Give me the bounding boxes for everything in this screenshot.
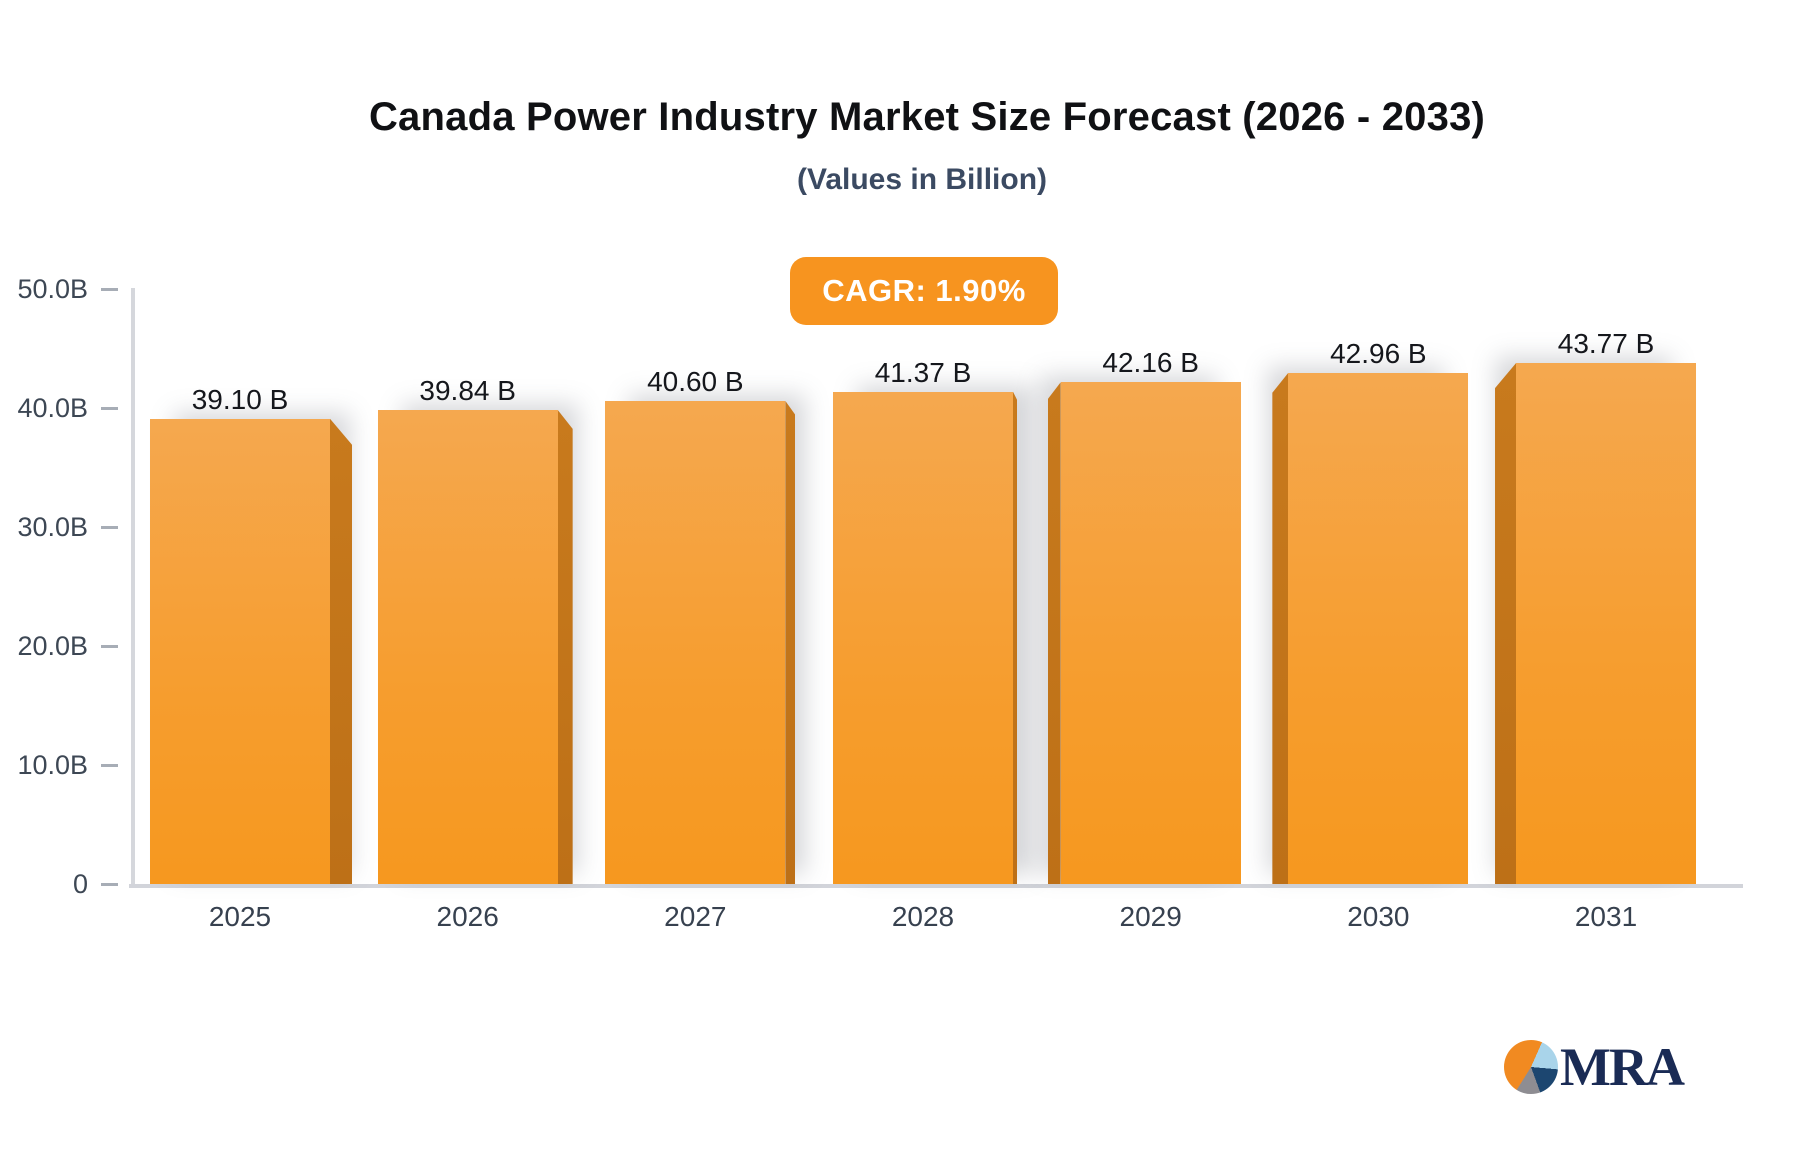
bar-3d-side bbox=[785, 400, 796, 884]
chart-subtitle: (Values in Billion) bbox=[796, 163, 1048, 196]
bar-3d-side bbox=[1047, 382, 1061, 884]
bar-3d-side bbox=[1272, 372, 1289, 884]
bar-2031 bbox=[1516, 363, 1697, 884]
y-axis-tick bbox=[101, 288, 118, 291]
x-axis-baseline bbox=[129, 884, 1743, 888]
y-axis-tick-label: 10.0B bbox=[17, 750, 88, 780]
cagr-badge-label: CAGR: 1.90% bbox=[822, 273, 1026, 308]
bar-2025 bbox=[150, 418, 330, 884]
bar-2027 bbox=[605, 400, 786, 884]
y-axis-tick-label: 20.0B bbox=[17, 631, 88, 661]
bar-value-label: 39.10 B bbox=[191, 383, 289, 415]
bar-3d-side bbox=[1495, 363, 1517, 884]
y-axis-tick-label: 0 bbox=[72, 869, 88, 899]
x-axis-label: 2029 bbox=[1119, 901, 1182, 932]
y-axis-line bbox=[131, 288, 135, 886]
y-axis-tick-label: 50.0B bbox=[17, 274, 88, 304]
y-axis-tick bbox=[101, 883, 118, 886]
bar-3d-side bbox=[557, 409, 573, 884]
brand-logo: MRA bbox=[1504, 1037, 1685, 1097]
bar-3d-side bbox=[330, 418, 352, 884]
chart-title: Canada Power Industry Market Size Foreca… bbox=[368, 95, 1486, 139]
y-axis-tick-label: 30.0B bbox=[17, 512, 88, 542]
brand-logo-text: MRA bbox=[1560, 1037, 1685, 1097]
x-axis-label: 2030 bbox=[1347, 901, 1410, 932]
y-axis-tick-label: 40.0B bbox=[17, 393, 88, 423]
bar-value-label: 39.84 B bbox=[419, 374, 516, 406]
bar-3d-side bbox=[1013, 391, 1017, 884]
bar-2030 bbox=[1288, 372, 1469, 884]
bar-value-label: 43.77 B bbox=[1557, 328, 1655, 360]
cagr-badge: CAGR: 1.90% bbox=[790, 257, 1058, 325]
bar-value-label: 42.16 B bbox=[1102, 347, 1199, 379]
y-axis-tick bbox=[101, 407, 118, 410]
bar-2026 bbox=[377, 409, 558, 884]
x-axis-label: 2025 bbox=[208, 901, 272, 932]
x-axis-label: 2028 bbox=[891, 901, 955, 932]
bar-value-label: 40.60 B bbox=[647, 365, 744, 397]
y-axis-tick bbox=[101, 764, 118, 767]
bar-2029 bbox=[1060, 382, 1241, 884]
y-axis-tick bbox=[101, 645, 118, 648]
x-axis-label: 2026 bbox=[436, 901, 499, 932]
bar-2028 bbox=[833, 391, 1013, 884]
x-axis-label: 2031 bbox=[1574, 901, 1638, 932]
pie-chart-logo-icon bbox=[1504, 1040, 1558, 1094]
y-axis-tick bbox=[101, 526, 118, 529]
x-axis-label: 2027 bbox=[664, 901, 727, 932]
bar-value-label: 42.96 B bbox=[1330, 337, 1427, 369]
bar-value-label: 41.37 B bbox=[874, 356, 972, 388]
